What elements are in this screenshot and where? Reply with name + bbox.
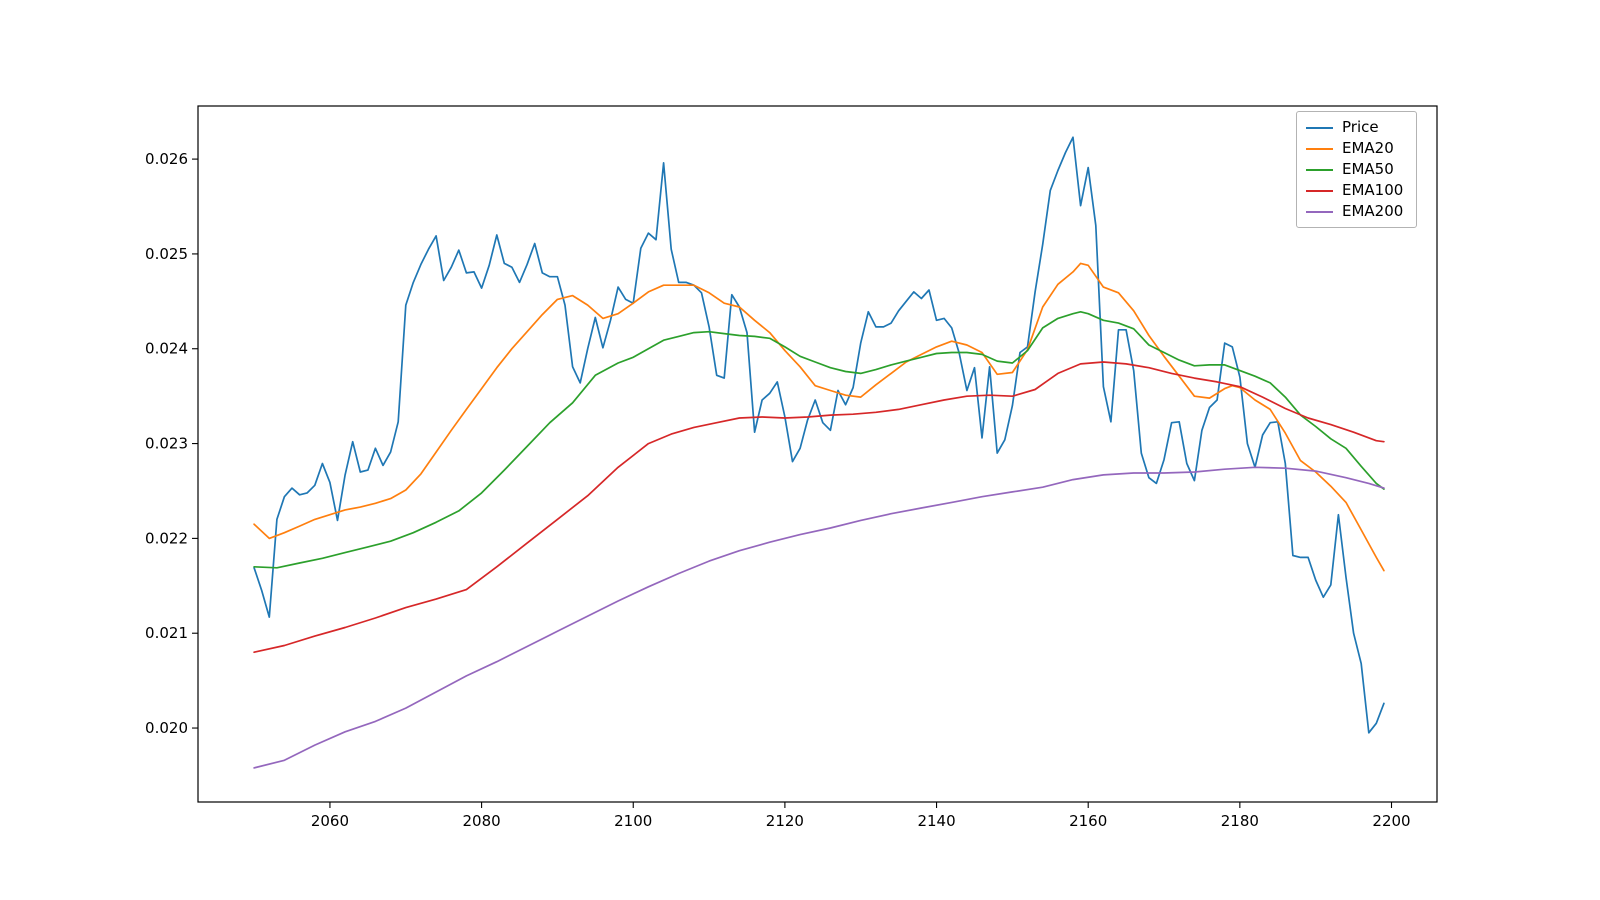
legend-item: EMA200 xyxy=(1306,202,1408,221)
y-tick-label: 0.020 xyxy=(145,719,188,737)
y-tick-label: 0.023 xyxy=(145,435,188,453)
x-tick-label: 2080 xyxy=(462,812,500,830)
legend-item-label: EMA20 xyxy=(1342,139,1394,157)
x-tick-label: 2200 xyxy=(1372,812,1410,830)
plot-spines xyxy=(197,105,1438,803)
series-line-price xyxy=(253,136,1385,734)
legend-item-label: EMA100 xyxy=(1342,181,1404,199)
y-axis: 0.020 0.021 0.022 0.023 0.024 0.025 0.026 xyxy=(145,150,198,737)
legend-item-label: Price xyxy=(1342,118,1379,136)
legend-item-label: EMA200 xyxy=(1342,202,1404,220)
series-line-ema20 xyxy=(253,262,1385,572)
legend-item-label: EMA50 xyxy=(1342,160,1394,178)
x-tick-label: 2060 xyxy=(311,812,349,830)
series-line-ema200 xyxy=(253,466,1385,769)
legend-line-swatch xyxy=(1306,189,1333,192)
y-tick-label: 0.022 xyxy=(145,529,188,547)
y-tick-label: 0.025 xyxy=(145,245,188,263)
x-tick-label: 2160 xyxy=(1069,812,1107,830)
y-tick-label: 0.021 xyxy=(145,624,188,642)
legend-line-swatch xyxy=(1306,126,1333,129)
x-tick-label: 2180 xyxy=(1221,812,1259,830)
legend: Price EMA20 EMA50 EMA100 EMA200 xyxy=(1296,111,1417,228)
y-tick-label: 0.024 xyxy=(145,340,188,358)
legend-item: EMA50 xyxy=(1306,160,1408,179)
legend-line-swatch xyxy=(1306,168,1333,171)
x-axis: 2060 2080 2100 2120 2140 2160 2180 2200 xyxy=(311,802,1411,830)
series-line-ema100 xyxy=(253,361,1385,654)
y-tick-label: 0.026 xyxy=(145,150,188,168)
legend-item: Price xyxy=(1306,118,1408,137)
x-tick-label: 2100 xyxy=(614,812,652,830)
plot-series xyxy=(253,136,1385,769)
legend-item: EMA20 xyxy=(1306,139,1408,158)
series-line-ema50 xyxy=(253,310,1385,569)
legend-line-swatch xyxy=(1306,147,1333,150)
x-tick-label: 2120 xyxy=(766,812,804,830)
legend-item: EMA100 xyxy=(1306,181,1408,200)
legend-line-swatch xyxy=(1306,210,1333,213)
x-tick-label: 2140 xyxy=(917,812,955,830)
axes-spines xyxy=(197,105,1438,803)
